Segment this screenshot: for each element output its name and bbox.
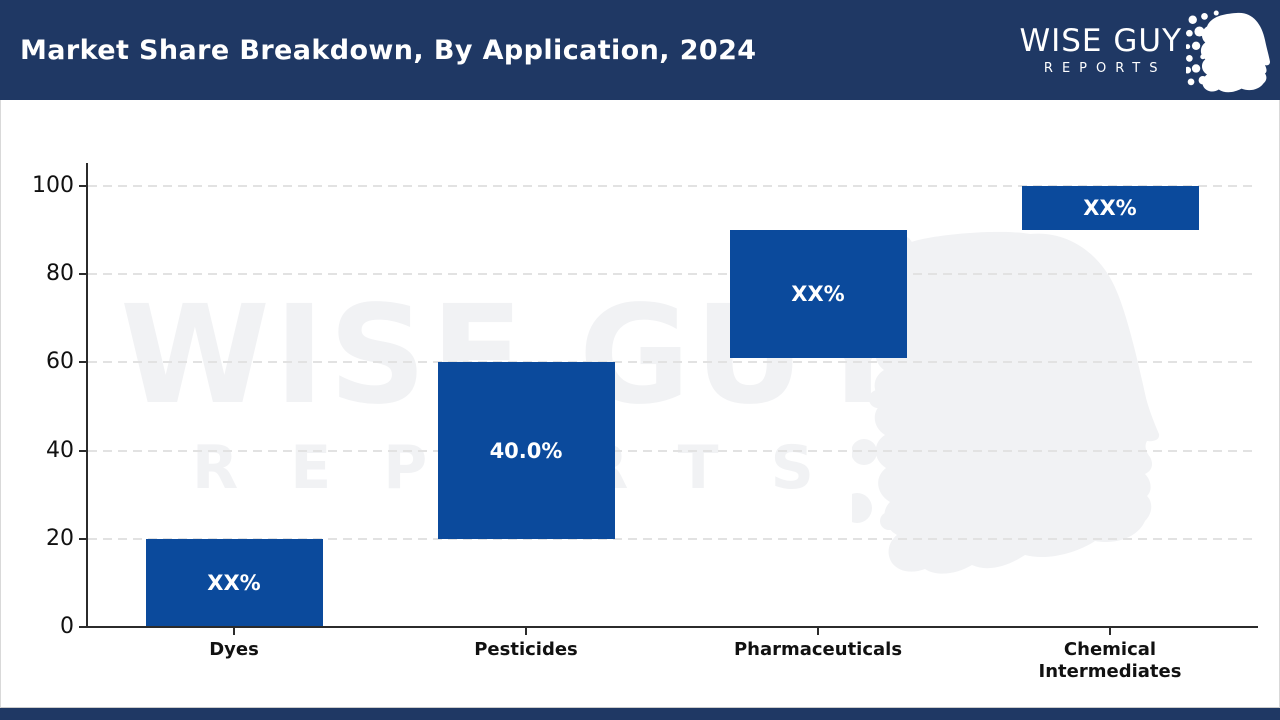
y-tick	[79, 185, 87, 187]
brand-subtitle: REPORTS	[1043, 60, 1167, 76]
y-tick	[79, 273, 87, 276]
bar-value-label: 40.0%	[489, 438, 563, 463]
y-gridline	[88, 449, 1256, 452]
x-axis-line	[88, 626, 1258, 628]
y-tick	[79, 361, 87, 364]
bar: XX%	[145, 538, 323, 627]
bar-value-label: XX%	[1083, 196, 1137, 221]
header: Market Share Breakdown, By Application, …	[0, 0, 1280, 100]
x-tick	[525, 628, 527, 635]
y-gridline	[88, 273, 1256, 276]
logo-head-icon	[1186, 10, 1270, 93]
bar-value-label: XX%	[207, 570, 261, 595]
x-tick	[233, 628, 235, 635]
y-axis-line	[86, 163, 88, 628]
y-gridline	[88, 537, 1256, 540]
bar: XX%	[729, 230, 907, 358]
y-tick-label: 60	[46, 349, 74, 375]
y-gridline	[88, 361, 1256, 364]
y-tick	[79, 626, 87, 628]
y-gridline	[88, 185, 1256, 187]
brand-logo: WISE GUY REPORTS	[1019, 0, 1270, 100]
x-tick-label: Chemical Intermediates	[1038, 639, 1182, 682]
y-tick-label: 20	[46, 525, 74, 551]
y-tick-label: 80	[46, 261, 74, 287]
y-tick-label: 40	[46, 437, 74, 463]
y-tick-label: 0	[60, 614, 74, 639]
x-tick-label: Dyes	[209, 639, 259, 660]
y-tick	[79, 449, 87, 452]
x-tick	[817, 628, 819, 635]
brand-name: WISE GUY	[1019, 22, 1182, 59]
brand-logo-text: WISE GUY REPORTS	[1019, 22, 1182, 76]
bar-value-label: XX%	[791, 282, 845, 307]
y-tick-label: 100	[32, 173, 74, 198]
footer-bar	[0, 708, 1280, 720]
bar: XX%	[1021, 186, 1199, 231]
y-tick	[79, 537, 87, 540]
bar: 40.0%	[437, 362, 615, 539]
x-tick-label: Pesticides	[474, 639, 578, 660]
page-title: Market Share Breakdown, By Application, …	[20, 34, 757, 66]
x-tick	[1109, 628, 1111, 635]
x-tick-label: Pharmaceuticals	[733, 639, 903, 660]
